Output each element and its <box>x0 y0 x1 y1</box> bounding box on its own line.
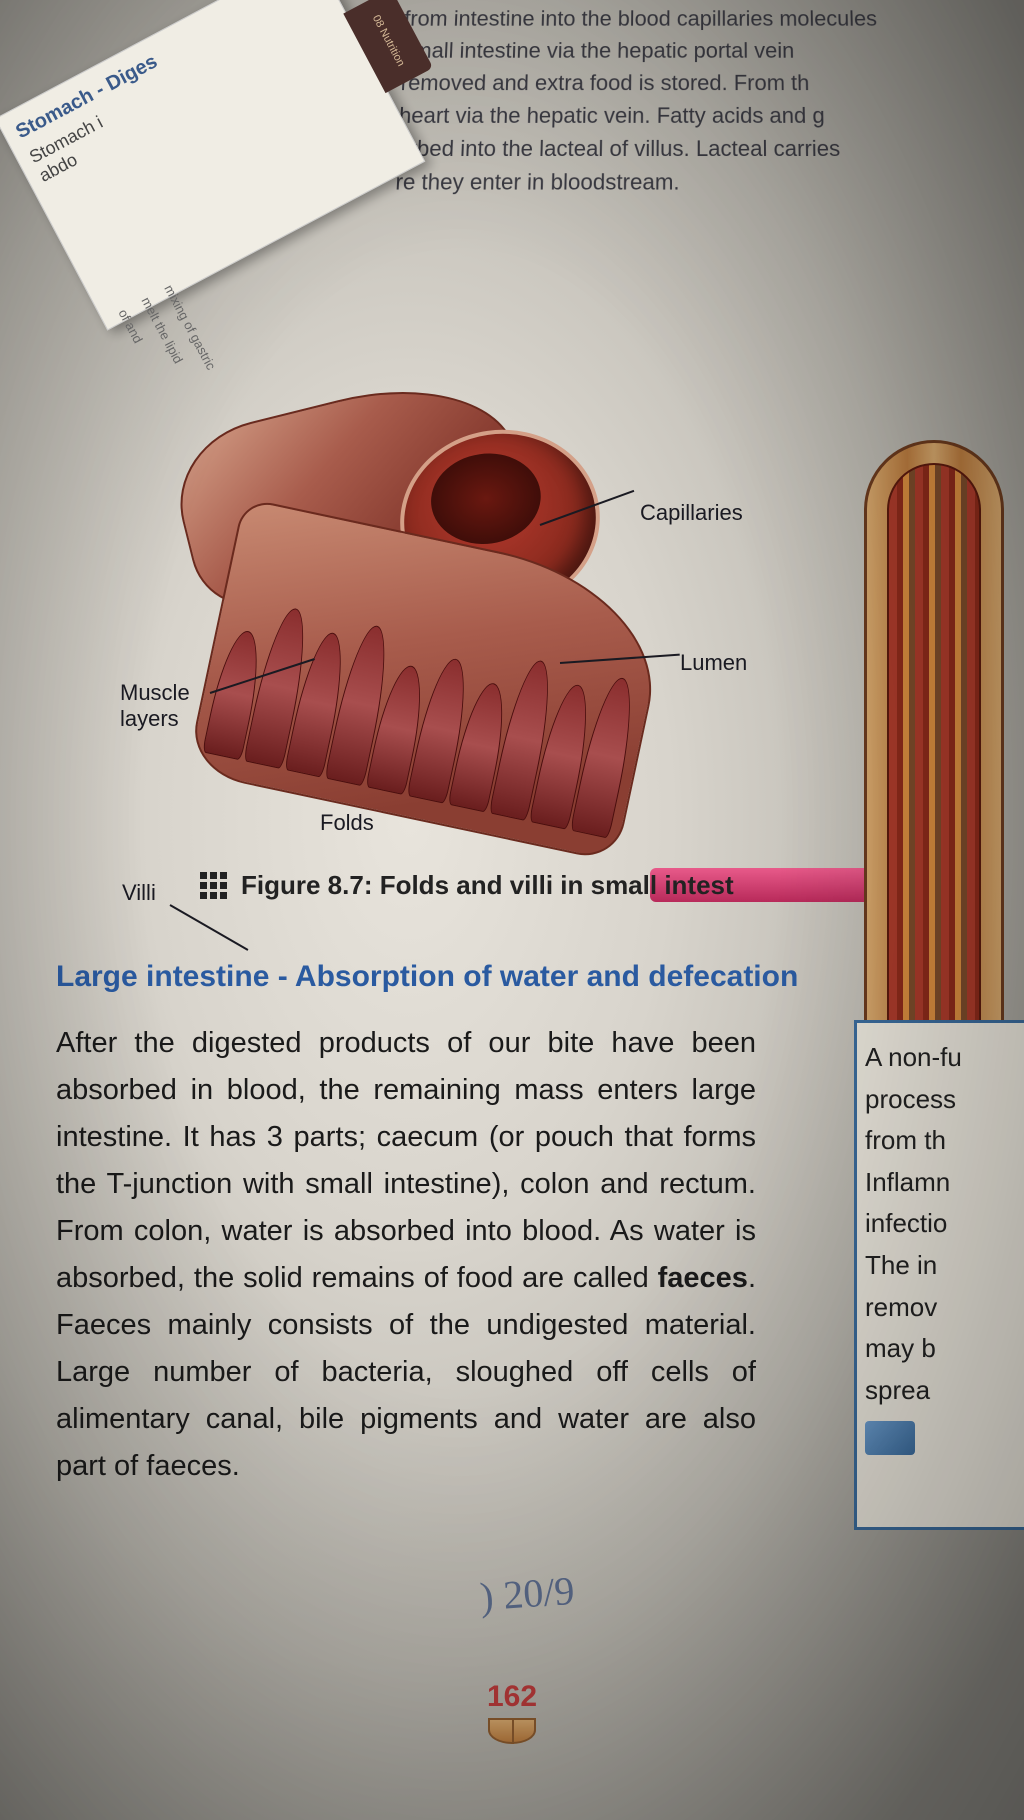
side-line: A non-fu <box>865 1037 1016 1079</box>
label-villi: Villi <box>122 880 156 906</box>
book-icon <box>488 1718 536 1744</box>
side-info-box: A non-fu process from th Inflamn infecti… <box>854 1020 1024 1530</box>
label-lumen: Lumen <box>680 650 747 676</box>
section-heading: Large intestine - Absorption of water an… <box>56 960 984 994</box>
page-number-text: 162 <box>487 1680 537 1713</box>
card-line-1: Stomach i <box>26 0 331 168</box>
leader-line <box>170 904 249 951</box>
page-number: 162 <box>0 1680 1024 1744</box>
side-line: infectio <box>865 1203 1016 1245</box>
body-bold-faeces: faeces <box>658 1262 748 1294</box>
grid-dots-icon <box>200 872 227 899</box>
label-folds: Folds <box>320 810 374 836</box>
villi-row <box>202 596 642 839</box>
body-p1: After the digested products of our bite … <box>56 1027 756 1294</box>
overlapping-card: Stomach - Diges Stomach i abdo of and me… <box>0 0 425 330</box>
label-capillaries: Capillaries <box>640 500 743 526</box>
top-paragraph: from intestine into the blood capillarie… <box>395 3 1020 199</box>
side-line: may b <box>865 1328 1016 1370</box>
intestine-fold-flap <box>186 497 675 862</box>
body-paragraph: After the digested products of our bite … <box>56 1020 756 1490</box>
textbook-page: from intestine into the blood capillarie… <box>0 0 1024 1820</box>
side-line: The in <box>865 1245 1016 1287</box>
side-line: sprea <box>865 1370 1016 1412</box>
side-line: process <box>865 1079 1016 1121</box>
side-line: remov <box>865 1287 1016 1329</box>
side-line: Inflamn <box>865 1162 1016 1204</box>
side-line: from th <box>865 1120 1016 1162</box>
body-p2: . Faeces mainly consists of the undigest… <box>56 1262 756 1482</box>
info-icon <box>865 1421 915 1455</box>
handwritten-note: ) 20/9 <box>478 1567 575 1620</box>
intestine-diagram: Muscle layers Folds Villi Lumen Capillar… <box>60 300 1004 920</box>
label-muscle-layers: Muscle layers <box>120 680 190 732</box>
figure-caption-text: Figure 8.7: Folds and villi in small int… <box>241 870 734 901</box>
figure-caption: Figure 8.7: Folds and villi in small int… <box>200 870 994 901</box>
